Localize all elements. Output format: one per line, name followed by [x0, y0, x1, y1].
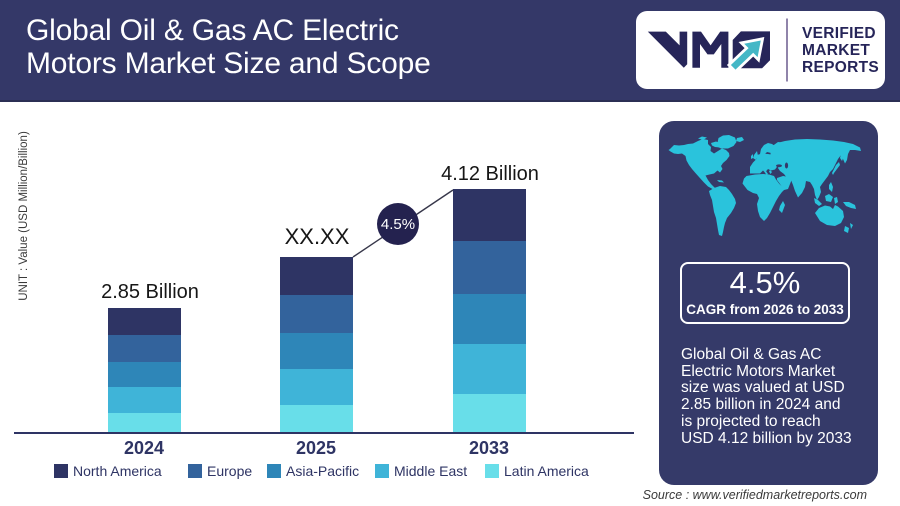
svg-text:MARKET: MARKET — [802, 42, 870, 59]
svg-text:REPORTS: REPORTS — [802, 59, 879, 76]
svg-text:VERIFIED: VERIFIED — [802, 25, 876, 42]
